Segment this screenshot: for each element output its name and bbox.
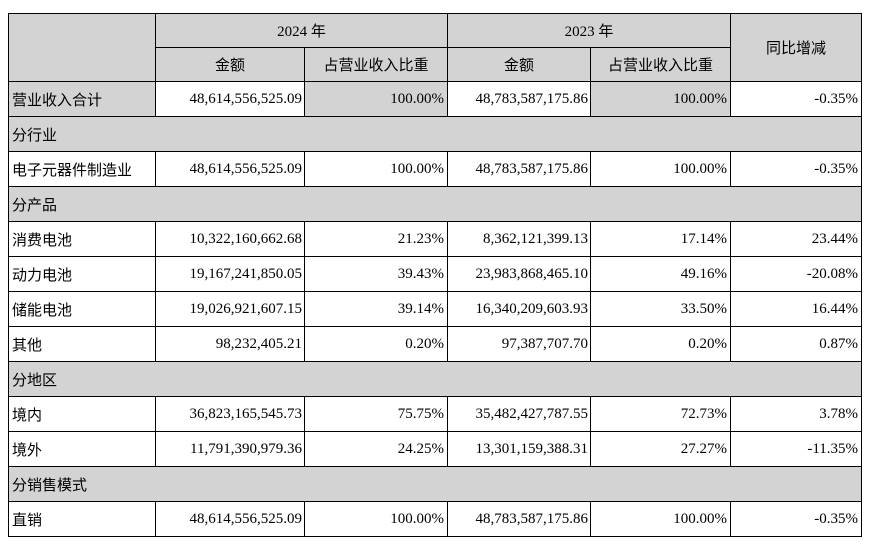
row-label: 消费电池: [8, 221, 156, 257]
row-label: 境内: [8, 396, 156, 432]
yoy-cell: 16.44%: [730, 291, 863, 327]
table-row-direct-sales: 直销 48,614,556,525.09 100.00% 48,783,587,…: [8, 501, 863, 537]
amount-2023-cell: 48,783,587,175.86: [447, 81, 592, 117]
pct-2023-cell: 33.50%: [590, 291, 732, 327]
pct-2024-cell: 24.25%: [303, 431, 449, 467]
column-header-pct-2023: 占营业收入比重: [590, 47, 732, 82]
column-group-2023: 2023 年: [447, 13, 732, 48]
column-header-pct-2024: 占营业收入比重: [303, 47, 449, 82]
pct-2024-cell: 21.23%: [303, 221, 449, 257]
pct-2023-cell: 100.00%: [590, 151, 732, 187]
amount-2023-cell: 48,783,587,175.86: [447, 151, 592, 187]
table-row-energy-storage-battery: 储能电池 19,026,921,607.15 39.14% 16,340,209…: [8, 291, 863, 327]
table-body: 营业收入合计 48,614,556,525.09 100.00% 48,783,…: [7, 81, 863, 537]
table-header: 2024 年 2023 年 同比增减 金额 占营业收入比重 金额 占营业收入比重: [8, 13, 863, 82]
row-label: 电子元器件制造业: [8, 151, 156, 187]
row-label: 其他: [8, 326, 156, 362]
column-header-amount-2024: 金额: [155, 47, 305, 82]
pct-2023-cell: 17.14%: [590, 221, 732, 257]
column-header-yoy: 同比增减: [730, 13, 863, 82]
amount-2023-cell: 13,301,159,388.31: [447, 431, 592, 467]
section-label: 分地区: [7, 361, 863, 397]
pct-2024-cell: 100.00%: [303, 81, 449, 117]
section-row-by-product: 分产品: [7, 186, 863, 222]
pct-2023-cell: 100.00%: [590, 81, 732, 117]
amount-2023-cell: 8,362,121,399.13: [447, 221, 592, 257]
section-label: 分行业: [7, 116, 863, 152]
table-row-consumer-battery: 消费电池 10,322,160,662.68 21.23% 8,362,121,…: [8, 221, 863, 257]
header-row-years: 2024 年 2023 年 同比增减: [8, 13, 863, 82]
pct-2024-cell: 39.43%: [303, 256, 449, 292]
pct-2024-cell: 75.75%: [303, 396, 449, 432]
pct-2024-cell: 100.00%: [303, 151, 449, 187]
amount-2024-cell: 48,614,556,525.09: [155, 81, 305, 117]
yoy-cell: 3.78%: [730, 396, 863, 432]
amount-2024-cell: 98,232,405.21: [155, 326, 305, 362]
table-row-overseas: 境外 11,791,390,979.36 24.25% 13,301,159,3…: [8, 431, 863, 467]
pct-2024-cell: 39.14%: [303, 291, 449, 327]
header-row-measures: 金额 占营业收入比重 金额 占营业收入比重: [9, 47, 862, 82]
pct-2024-cell: 0.20%: [303, 326, 449, 362]
row-label: 直销: [8, 501, 156, 537]
corner-blank-cell: [8, 13, 156, 82]
amount-2024-cell: 48,614,556,525.09: [155, 151, 305, 187]
pct-2023-cell: 49.16%: [590, 256, 732, 292]
table-row-domestic: 境内 36,823,165,545.73 75.75% 35,482,427,7…: [8, 396, 863, 432]
revenue-breakdown-table: 2024 年 2023 年 同比增减 金额 占营业收入比重 金额 占营业收入比重…: [7, 13, 863, 537]
yoy-cell: -0.35%: [730, 501, 863, 537]
amount-2023-cell: 35,482,427,787.55: [447, 396, 592, 432]
section-label: 分产品: [7, 186, 863, 222]
amount-2024-cell: 10,322,160,662.68: [155, 221, 305, 257]
amount-2024-cell: 48,614,556,525.09: [155, 501, 305, 537]
pct-2023-cell: 0.20%: [590, 326, 732, 362]
row-label: 境外: [8, 431, 156, 467]
amount-2023-cell: 23,983,868,465.10: [447, 256, 592, 292]
amount-2024-cell: 11,791,390,979.36: [155, 431, 305, 467]
section-row-by-region: 分地区: [7, 361, 863, 397]
pct-2024-cell: 100.00%: [303, 501, 449, 537]
section-row-by-industry: 分行业: [7, 116, 863, 152]
row-label: 储能电池: [8, 291, 156, 327]
yoy-cell: -20.08%: [730, 256, 863, 292]
amount-2024-cell: 19,026,921,607.15: [155, 291, 305, 327]
table-row-other: 其他 98,232,405.21 0.20% 97,387,707.70 0.2…: [8, 326, 863, 362]
pct-2023-cell: 100.00%: [590, 501, 732, 537]
amount-2023-cell: 48,783,587,175.86: [447, 501, 592, 537]
amount-2024-cell: 36,823,165,545.73: [155, 396, 305, 432]
revenue-breakdown-table-wrapper: 2024 年 2023 年 同比增减 金额 占营业收入比重 金额 占营业收入比重…: [7, 13, 863, 537]
column-group-2024: 2024 年: [154, 13, 449, 48]
yoy-cell: -0.35%: [730, 81, 863, 117]
table-row-electronic-components: 电子元器件制造业 48,614,556,525.09 100.00% 48,78…: [8, 151, 863, 187]
yoy-cell: 23.44%: [730, 221, 863, 257]
section-label: 分销售模式: [7, 466, 863, 502]
column-header-amount-2023: 金额: [447, 47, 592, 82]
amount-2024-cell: 19,167,241,850.05: [155, 256, 305, 292]
amount-2023-cell: 16,340,209,603.93: [447, 291, 592, 327]
pct-2023-cell: 72.73%: [590, 396, 732, 432]
section-row-by-sales-model: 分销售模式: [7, 466, 863, 502]
amount-2023-cell: 97,387,707.70: [447, 326, 592, 362]
row-label: 营业收入合计: [8, 81, 156, 117]
table-row-total-revenue: 营业收入合计 48,614,556,525.09 100.00% 48,783,…: [8, 81, 863, 117]
yoy-cell: -0.35%: [730, 151, 863, 187]
yoy-cell: -11.35%: [730, 431, 863, 467]
table-row-power-battery: 动力电池 19,167,241,850.05 39.43% 23,983,868…: [8, 256, 863, 292]
row-label: 动力电池: [8, 256, 156, 292]
yoy-cell: 0.87%: [730, 326, 863, 362]
pct-2023-cell: 27.27%: [590, 431, 732, 467]
